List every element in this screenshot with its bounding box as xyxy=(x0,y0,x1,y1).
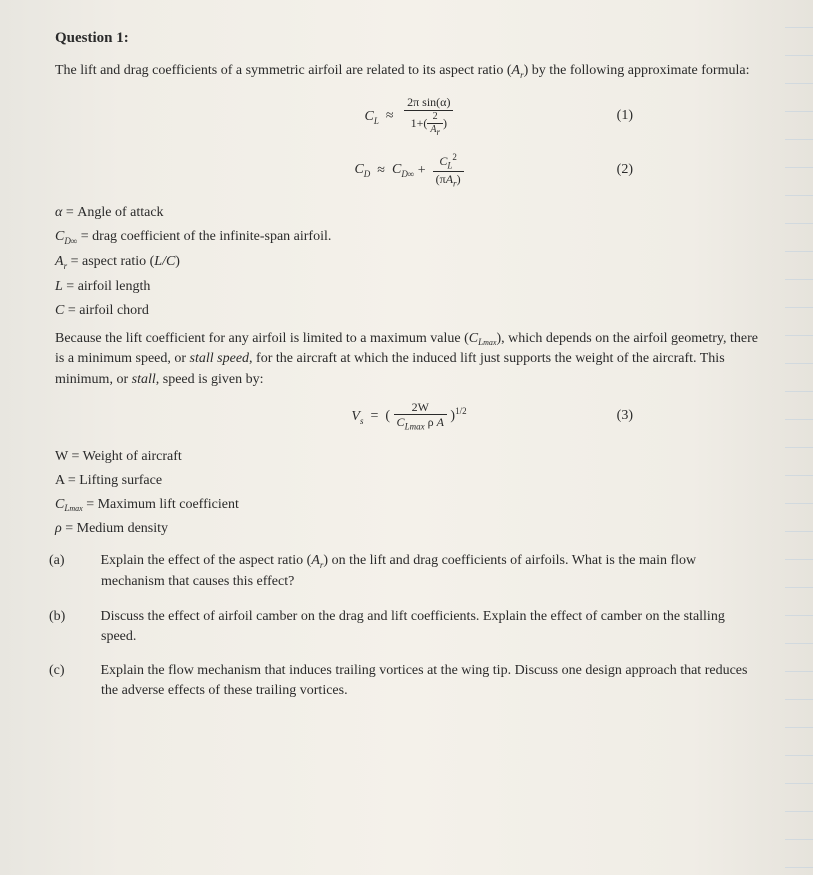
paragraph-stall: Because the lift coefficient for any air… xyxy=(55,329,763,390)
def-clmax: CLmax = Maximum lift coefficient xyxy=(55,497,763,514)
def-ar: Ar = aspect ratio (L/C) xyxy=(55,254,763,271)
def-a: A = Lifting surface xyxy=(55,473,763,489)
eq2-number: (2) xyxy=(617,162,633,178)
part-b: (b) Discuss the effect of airfoil camber… xyxy=(75,607,763,648)
eq3-numerator: 2W xyxy=(394,400,447,415)
equation-1: CL ≈ 2π sin(α) 1+(2Ar) (1) xyxy=(55,95,763,137)
eq2-denominator: (πAr) xyxy=(433,172,464,189)
def-l: L = airfoil length xyxy=(55,279,763,295)
part-b-label: (b) xyxy=(75,607,97,627)
eq2-numerator: CL2 xyxy=(433,152,464,172)
def-rho: ρ = Medium density xyxy=(55,521,763,537)
def-cd-inf: CD∞ = drag coefficient of the infinite-s… xyxy=(55,229,763,246)
def-w: W = Weight of aircraft xyxy=(55,449,763,465)
question-title: Question 1: xyxy=(55,30,763,47)
part-c-label: (c) xyxy=(75,661,97,681)
eq3-number: (3) xyxy=(617,408,633,424)
question-parts: (a) Explain the effect of the aspect rat… xyxy=(55,551,763,701)
def-c: C = airfoil chord xyxy=(55,303,763,319)
part-c: (c) Explain the flow mechanism that indu… xyxy=(75,661,763,702)
eq1-denominator: 1+(2Ar) xyxy=(404,111,453,138)
equation-2: CD ≈ CD∞ + CL2 (πAr) (2) xyxy=(55,152,763,189)
part-a-label: (a) xyxy=(75,551,97,571)
eq1-numerator: 2π sin(α) xyxy=(404,95,453,110)
def-alpha: α = Angle of attack xyxy=(55,205,763,221)
equation-3: Vs = ( 2W CLmax ρ A )1/2 (3) xyxy=(55,400,763,433)
intro-text: The lift and drag coefficients of a symm… xyxy=(55,61,763,81)
eq3-denominator: CLmax ρ A xyxy=(394,415,447,432)
eq1-number: (1) xyxy=(617,108,633,124)
part-a: (a) Explain the effect of the aspect rat… xyxy=(75,551,763,592)
